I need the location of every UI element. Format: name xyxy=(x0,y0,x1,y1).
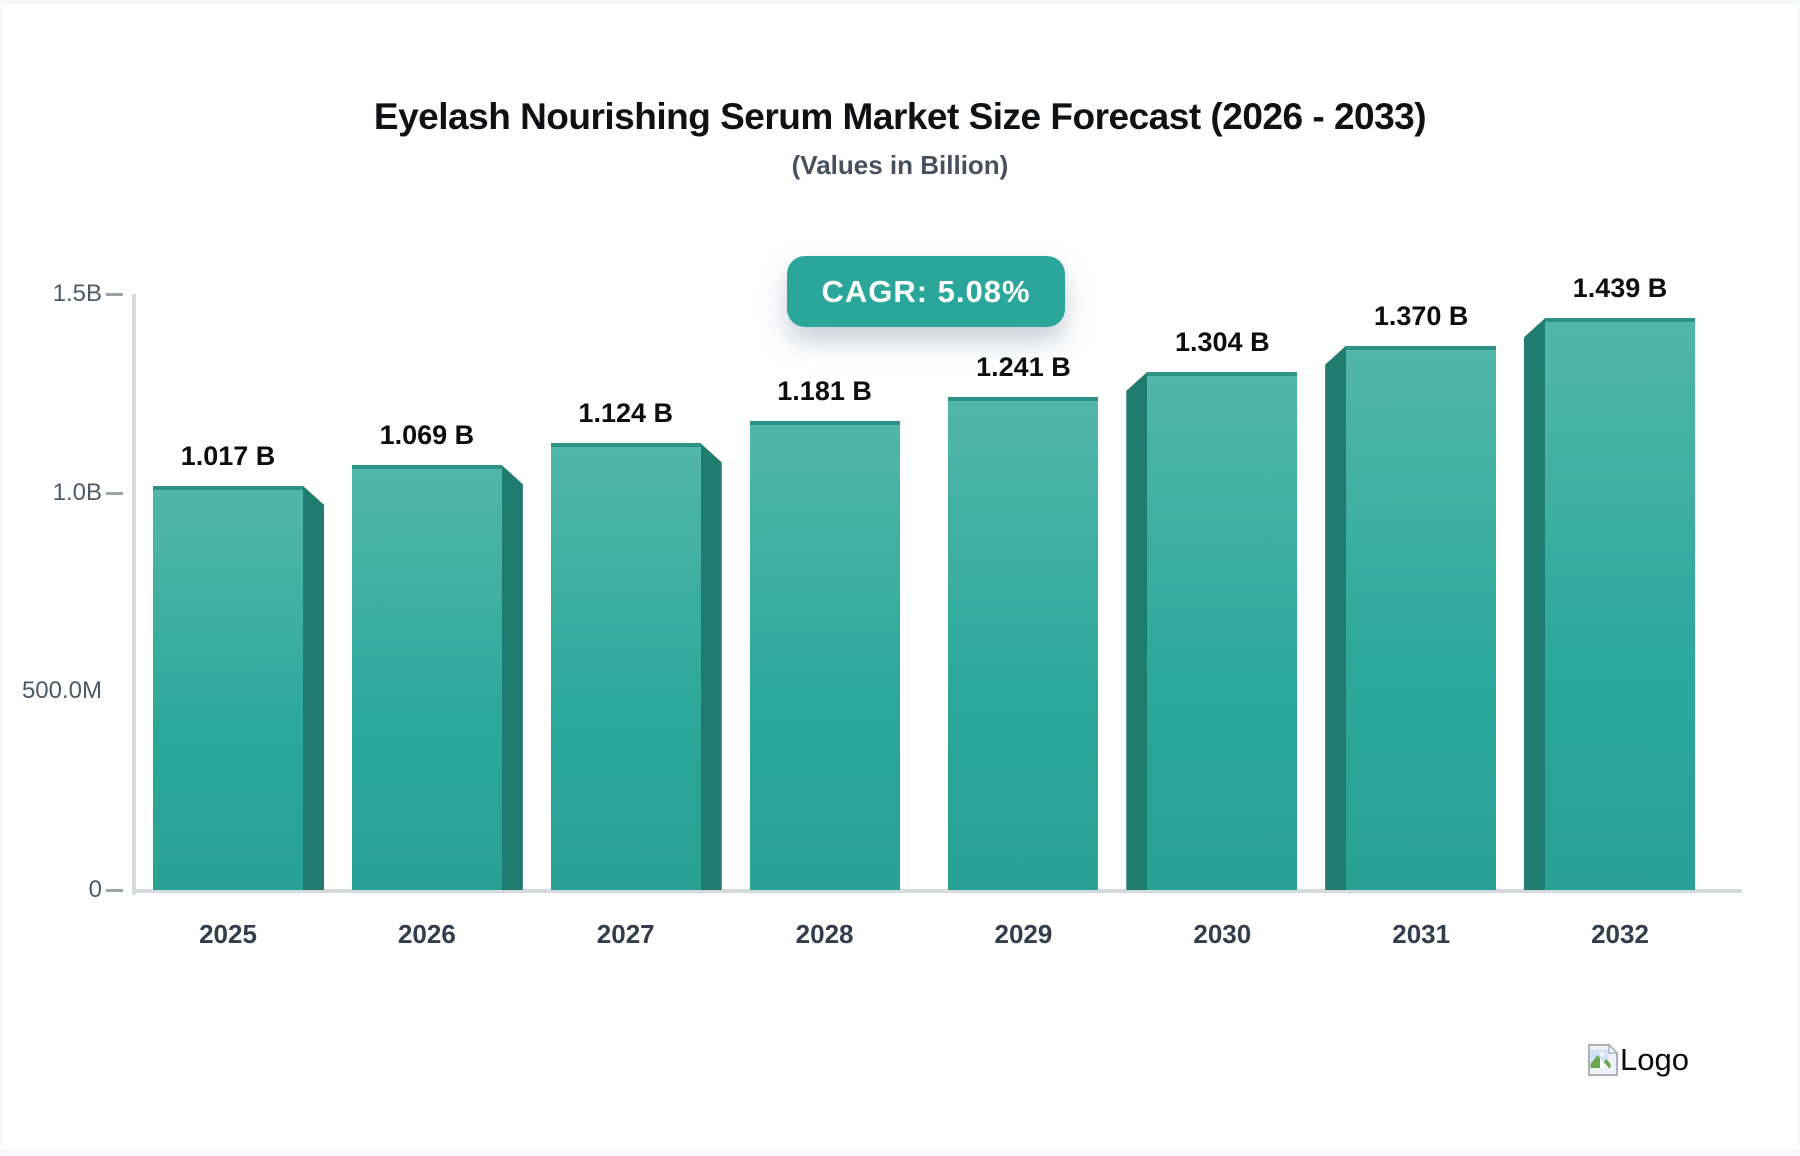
chart-card: Eyelash Nourishing Serum Market Size For… xyxy=(2,4,1798,1149)
y-axis-label: 0 xyxy=(88,876,102,903)
bar-2032[interactable] xyxy=(1545,318,1696,890)
bar-value-label: 1.017 B xyxy=(180,440,276,471)
logo: Logo xyxy=(1586,1042,1689,1078)
y-axis-line xyxy=(132,294,136,895)
bar-3d-side xyxy=(700,443,722,890)
y-axis-label: 1.0B xyxy=(52,478,102,506)
x-axis-label: 2031 xyxy=(1392,919,1451,949)
bar-value-label: 1.069 B xyxy=(379,420,475,451)
bar-value-label: 1.241 B xyxy=(976,351,1071,382)
bar-3d-side xyxy=(1524,318,1546,890)
bar-value-label: 1.439 B xyxy=(1572,273,1668,304)
cagr-badge-label: CAGR: 5.08% xyxy=(821,273,1031,309)
bar-3d-side xyxy=(1126,371,1148,890)
bar-3d-side xyxy=(1325,345,1347,890)
y-axis-label: 500.0M xyxy=(21,677,102,705)
y-axis-label: 1.5B xyxy=(52,280,102,307)
x-axis-label: 2028 xyxy=(795,919,854,949)
x-axis-label: 2027 xyxy=(596,919,655,949)
bar-value-label: 1.304 B xyxy=(1175,326,1270,357)
y-axis-tick xyxy=(106,889,123,892)
y-axis-tick xyxy=(106,491,123,495)
bar-2026[interactable] xyxy=(351,465,502,890)
bar-value-label: 1.370 B xyxy=(1373,300,1469,331)
x-axis-label: 2029 xyxy=(994,919,1053,949)
bar-2028[interactable] xyxy=(749,420,900,890)
y-axis-tick xyxy=(106,293,123,296)
x-axis-label: 2030 xyxy=(1193,919,1252,949)
bar-3d-side xyxy=(303,485,324,890)
x-axis-label: 2026 xyxy=(397,919,456,949)
bar-2025[interactable] xyxy=(153,485,303,890)
bar-3d-side xyxy=(501,465,523,890)
x-axis-label: 2032 xyxy=(1591,919,1649,949)
x-axis-label: 2025 xyxy=(199,919,257,949)
chart-subtitle: (Values in Billion) xyxy=(791,150,1009,180)
bar-value-label: 1.124 B xyxy=(578,398,673,429)
chart-title: Eyelash Nourishing Serum Market Size For… xyxy=(373,96,1427,137)
x-axis-line xyxy=(132,889,1742,893)
broken-image-icon xyxy=(1588,1043,1619,1076)
logo-text: Logo xyxy=(1620,1042,1689,1077)
bar-2029[interactable] xyxy=(948,396,1099,890)
bar-2027[interactable] xyxy=(550,443,701,890)
bar-2030[interactable] xyxy=(1147,371,1298,890)
cagr-badge: CAGR: 5.08% xyxy=(787,256,1065,327)
bar-2031[interactable] xyxy=(1346,345,1497,890)
bar-value-label: 1.181 B xyxy=(777,375,872,406)
